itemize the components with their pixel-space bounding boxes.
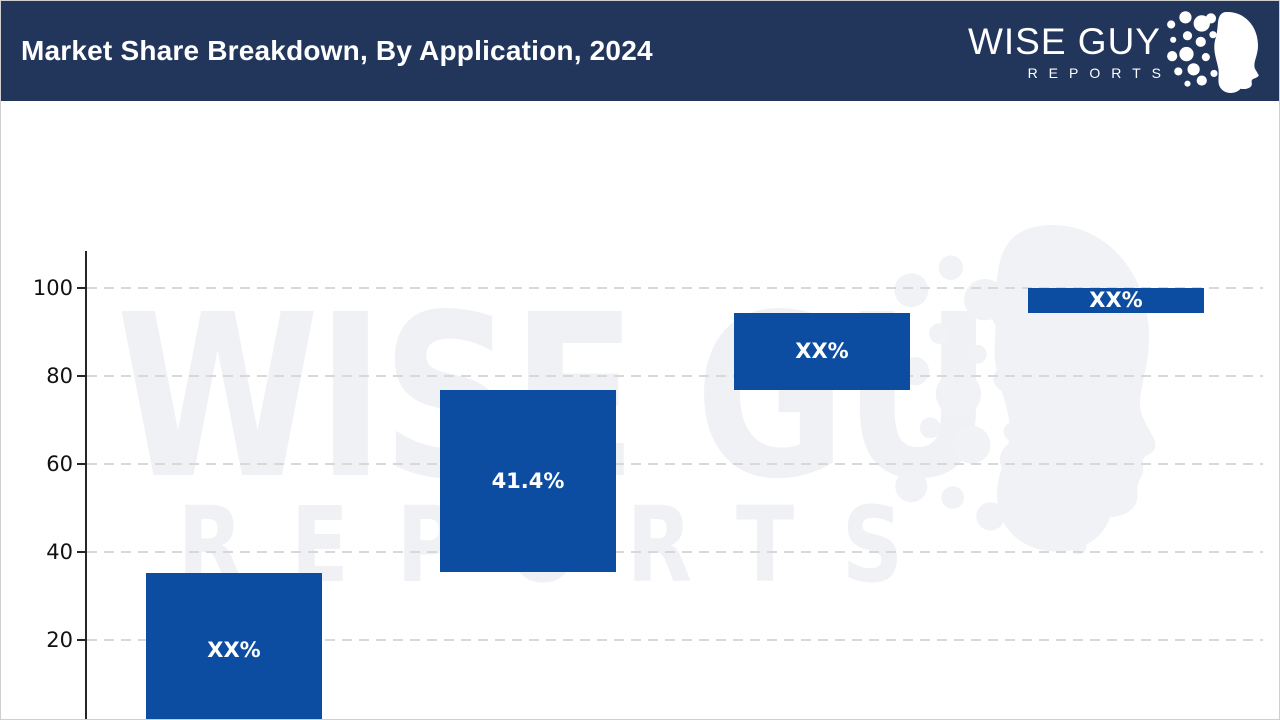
wiseguy-face-icon — [1167, 11, 1259, 93]
y-tick-mark — [77, 638, 85, 641]
y-axis-line — [85, 251, 87, 719]
y-tick-mark — [77, 286, 85, 289]
bar-value-label: XX% — [207, 638, 261, 663]
gridline — [87, 638, 1263, 641]
bar-value-label: XX% — [795, 339, 849, 364]
bar: XX% — [146, 572, 322, 719]
wiseguy-logo: WISE GUY REPORTS — [968, 8, 1265, 94]
y-axis-tick-label: 100 — [32, 275, 73, 300]
wiseguy-logo-text: WISE GUY REPORTS — [968, 23, 1161, 80]
y-tick-mark — [77, 374, 85, 377]
bar-value-label: 41.4% — [491, 469, 565, 494]
y-axis-tick-label: 0 — [21, 715, 73, 719]
gridline — [87, 286, 1263, 289]
gridline — [87, 462, 1263, 465]
logo-subtitle: REPORTS — [1027, 64, 1172, 81]
logo-wordmark: WISE GUY — [967, 20, 1161, 62]
header: Market Share Breakdown, By Application, … — [1, 1, 1279, 101]
y-tick-mark — [77, 550, 85, 553]
bar: 41.4% — [440, 390, 616, 573]
gridline — [87, 550, 1263, 553]
bar: XX% — [1028, 287, 1204, 313]
bar-value-label: XX% — [1089, 288, 1143, 313]
chart-canvas: WISE GUY REPORTS 020406080100XX%Nutritio… — [1, 101, 1279, 719]
y-axis-tick-label: 40 — [46, 539, 73, 564]
page-title: Market Share Breakdown, By Application, … — [21, 35, 653, 66]
y-tick-mark — [77, 462, 85, 465]
y-axis-tick-label: 20 — [46, 627, 73, 652]
gridline — [87, 374, 1263, 377]
bar: XX% — [734, 312, 910, 391]
y-axis-tick-label: 80 — [46, 363, 73, 388]
y-axis-tick-label: 60 — [46, 451, 73, 476]
plot-area: 020406080100XX%NutritionalSupplements41.… — [33, 251, 1263, 719]
